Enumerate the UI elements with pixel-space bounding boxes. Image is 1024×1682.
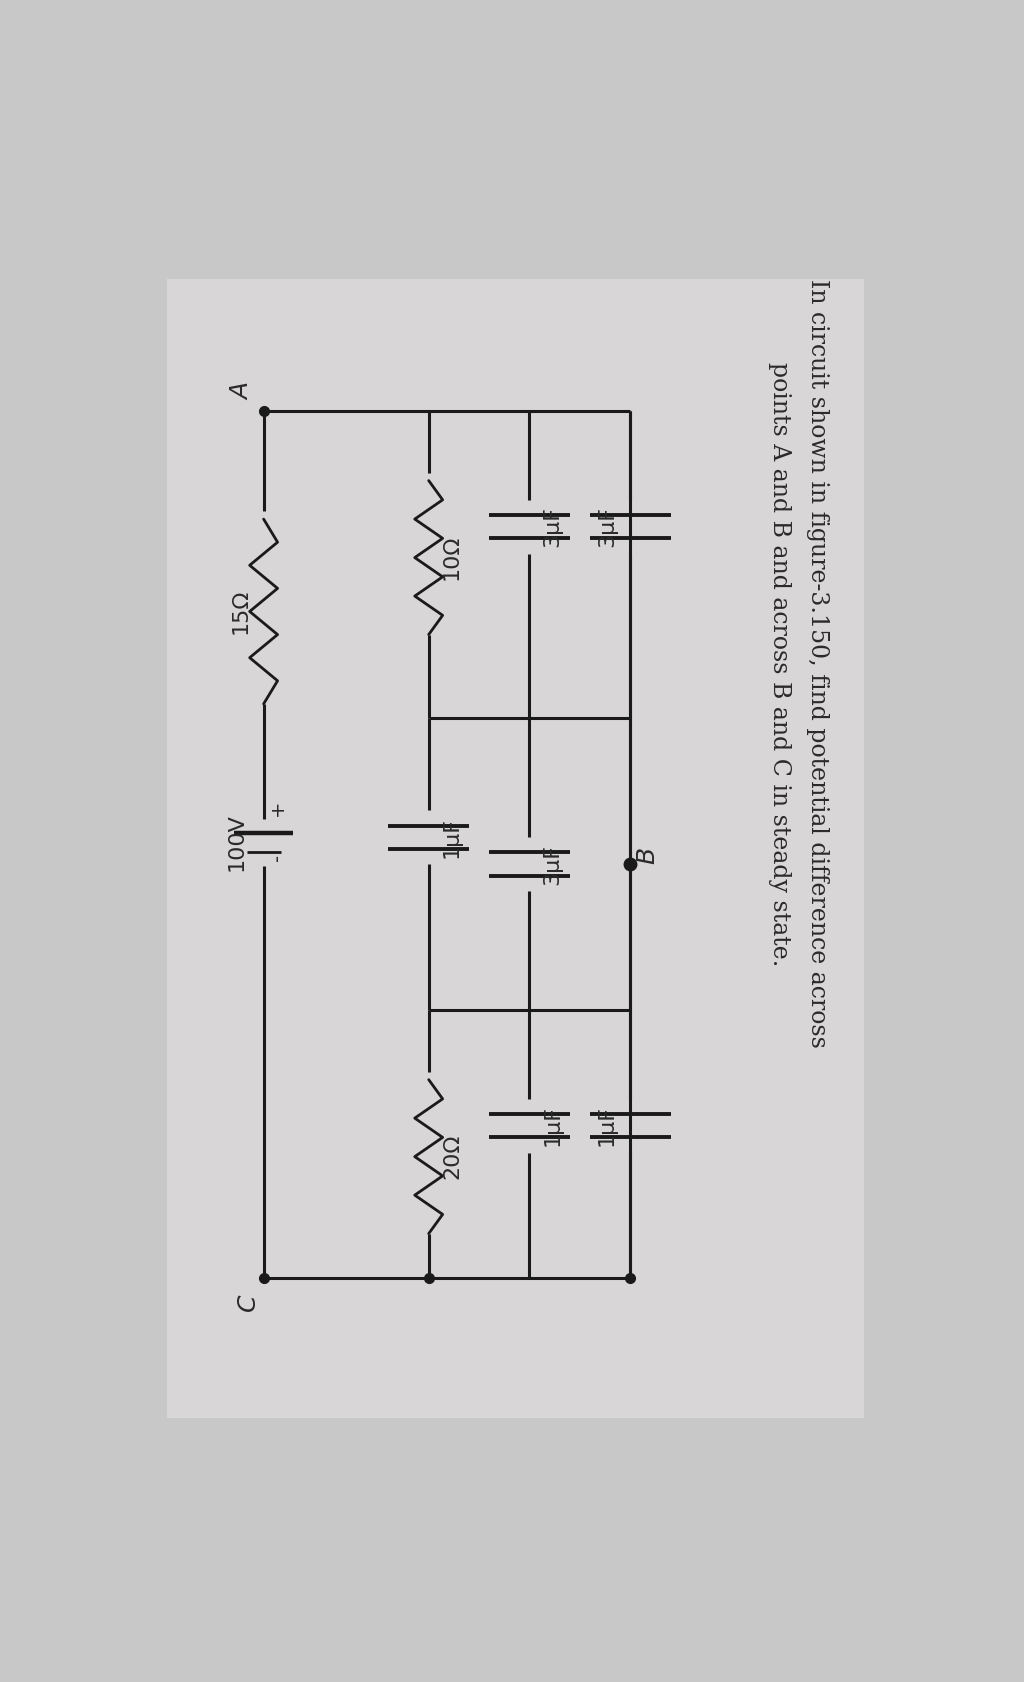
Text: 1μF: 1μF (442, 816, 462, 858)
Text: 1μF: 1μF (597, 1105, 616, 1147)
Text: B: B (635, 848, 659, 865)
Text: points A and B and across B and C in steady state.: points A and B and across B and C in ste… (768, 362, 791, 965)
Text: A: A (230, 382, 254, 400)
Bar (167, 279, 864, 1418)
Text: 1μF: 1μF (543, 1105, 563, 1147)
Text: 20Ω: 20Ω (442, 1134, 462, 1179)
Text: +: + (268, 799, 287, 816)
Text: In circuit shown in figure-3.150, find potential difference across: In circuit shown in figure-3.150, find p… (806, 279, 829, 1048)
Text: 3μF: 3μF (543, 844, 563, 885)
Text: 15Ω: 15Ω (230, 589, 251, 634)
Text: 100V: 100V (226, 814, 247, 871)
Text: C: C (237, 1293, 260, 1312)
Text: 10Ω: 10Ω (442, 535, 462, 580)
Text: 3μF: 3μF (543, 506, 563, 547)
Text: 3μF: 3μF (597, 506, 616, 547)
Text: -: - (268, 854, 287, 861)
